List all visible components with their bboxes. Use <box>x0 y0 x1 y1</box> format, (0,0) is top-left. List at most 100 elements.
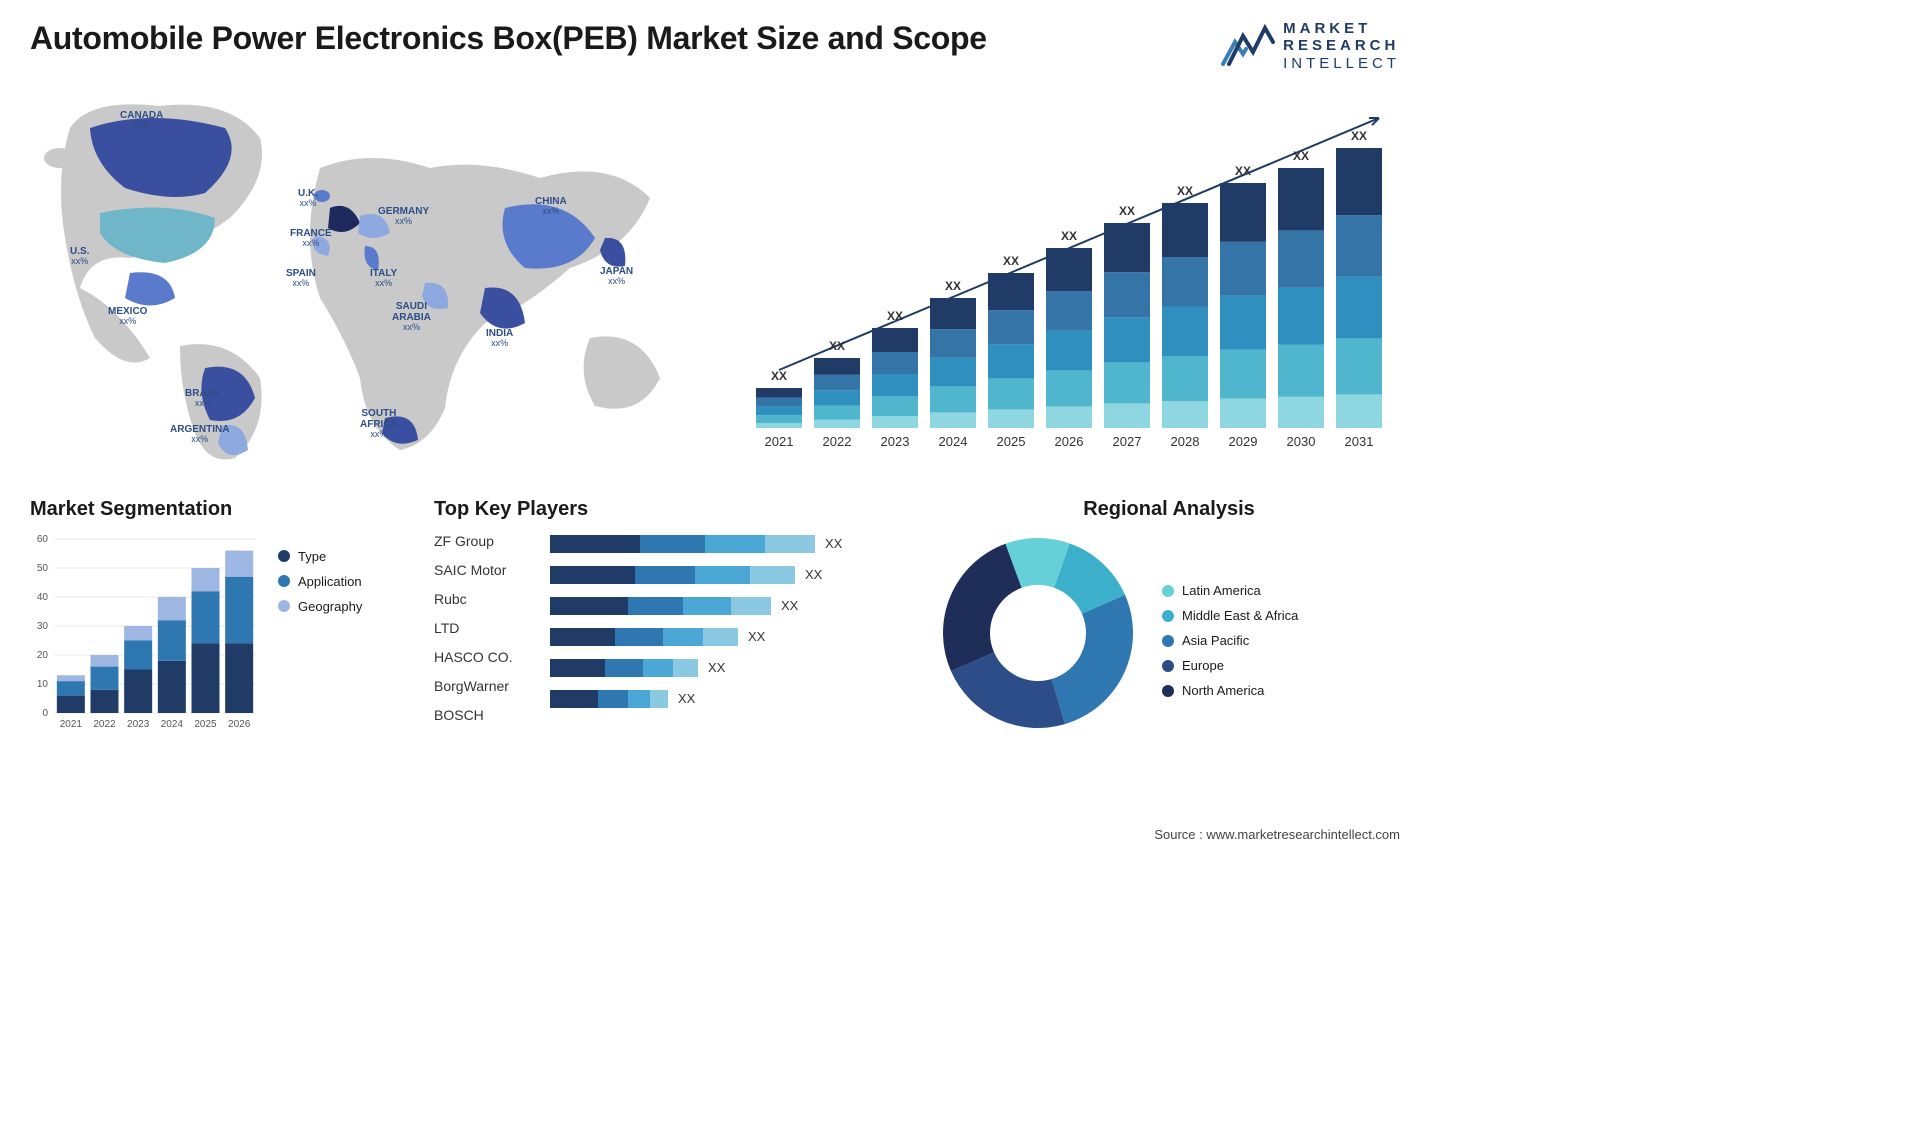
map-label: ARGENTINAxx% <box>170 424 229 445</box>
svg-text:XX: XX <box>945 279 961 293</box>
svg-text:0: 0 <box>42 708 48 719</box>
svg-text:2024: 2024 <box>939 434 968 449</box>
player-bar-row: XX <box>550 535 914 553</box>
svg-text:2023: 2023 <box>127 719 150 730</box>
player-bar-segment <box>643 659 673 677</box>
player-name: BorgWarner <box>434 678 534 694</box>
player-bar-segment <box>550 535 640 553</box>
player-name: Rubc <box>434 591 534 607</box>
legend-swatch <box>1162 635 1174 647</box>
legend-item: Type <box>278 549 362 564</box>
player-bar-value: XX <box>781 598 798 613</box>
player-bar-segment <box>765 535 815 553</box>
player-name: HASCO CO. <box>434 649 534 665</box>
svg-text:10: 10 <box>37 679 49 690</box>
legend-swatch <box>278 550 290 562</box>
map-label: U.K.xx% <box>298 188 318 209</box>
map-label: SAUDIARABIAxx% <box>392 301 431 333</box>
legend-label: Latin America <box>1182 583 1261 598</box>
svg-text:2031: 2031 <box>1345 434 1374 449</box>
player-bar-segment <box>683 597 731 615</box>
player-bar <box>550 628 738 646</box>
svg-text:60: 60 <box>37 534 49 545</box>
player-bar-value: XX <box>805 567 822 582</box>
players-panel: Top Key Players ZF Group SAIC Motor Rubc LT… <box>434 498 914 753</box>
player-bar-segment <box>628 690 650 708</box>
player-bar-segment <box>703 628 738 646</box>
players-title: Top Key Players <box>434 498 914 521</box>
legend-swatch <box>1162 660 1174 672</box>
svg-text:2021: 2021 <box>765 434 794 449</box>
page-title: Automobile Power Electronics Box(PEB) Ma… <box>30 20 987 57</box>
player-bar <box>550 597 771 615</box>
svg-text:2027: 2027 <box>1113 434 1142 449</box>
svg-text:XX: XX <box>1235 164 1251 178</box>
legend-label: Europe <box>1182 658 1224 673</box>
regional-legend: Latin America Middle East & Africa Asia Pa… <box>1162 567 1298 698</box>
segmentation-panel: Market Segmentation 01020304050602021202… <box>30 498 410 753</box>
player-bar-segment <box>650 690 668 708</box>
logo-icon <box>1221 24 1275 68</box>
legend-label: Asia Pacific <box>1182 633 1249 648</box>
map-label: BRAZILxx% <box>185 388 222 409</box>
legend-label: Type <box>298 549 326 564</box>
svg-text:40: 40 <box>37 592 49 603</box>
player-bar-value: XX <box>708 660 725 675</box>
source-attribution: Source : www.marketresearchintellect.com <box>1154 827 1400 842</box>
svg-text:2029: 2029 <box>1229 434 1258 449</box>
map-label: MEXICOxx% <box>108 306 147 327</box>
segmentation-legend: Type Application Geography <box>278 533 362 753</box>
player-name: SAIC Motor <box>434 562 534 578</box>
player-bar-list: XX XX XX XX XX XX <box>550 533 914 723</box>
player-bar-value: XX <box>678 691 695 706</box>
legend-item: Middle East & Africa <box>1162 608 1298 623</box>
world-map: CANADAxx% U.S.xx% MEXICOxx% BRAZILxx% ARGENT… <box>30 88 750 478</box>
growth-chart-svg: XX2021XX2022XX2023XX2024XX2025XX2026XX20… <box>750 108 1390 468</box>
svg-text:2021: 2021 <box>60 719 83 730</box>
player-bar-row: XX <box>550 628 914 646</box>
svg-text:XX: XX <box>887 309 903 323</box>
legend-item: Latin America <box>1162 583 1298 598</box>
player-bar <box>550 535 815 553</box>
svg-text:2024: 2024 <box>161 719 184 730</box>
player-bar-row: XX <box>550 690 914 708</box>
svg-text:50: 50 <box>37 563 49 574</box>
player-bar-segment <box>695 566 750 584</box>
legend-swatch <box>278 575 290 587</box>
legend-item: Asia Pacific <box>1162 633 1298 648</box>
player-name: LTD <box>434 620 534 636</box>
svg-text:2028: 2028 <box>1171 434 1200 449</box>
player-bar-row: XX <box>550 597 914 615</box>
svg-text:XX: XX <box>1177 184 1193 198</box>
logo-line2: RESEARCH <box>1283 37 1400 54</box>
svg-text:XX: XX <box>771 369 787 383</box>
growth-chart: XX2021XX2022XX2023XX2024XX2025XX2026XX20… <box>750 88 1400 478</box>
map-label: INDIAxx% <box>486 328 513 349</box>
svg-text:XX: XX <box>1119 204 1135 218</box>
player-bar-value: XX <box>748 629 765 644</box>
legend-swatch <box>1162 585 1174 597</box>
legend-item: Geography <box>278 599 362 614</box>
map-label: CANADAxx% <box>120 110 163 131</box>
svg-text:XX: XX <box>1293 149 1309 163</box>
svg-text:20: 20 <box>37 650 49 661</box>
player-bar-segment <box>640 535 705 553</box>
map-label: U.S.xx% <box>70 246 89 267</box>
legend-label: Middle East & Africa <box>1182 608 1298 623</box>
svg-text:XX: XX <box>1003 254 1019 268</box>
player-name: BOSCH <box>434 707 534 723</box>
player-bar <box>550 659 698 677</box>
svg-text:2023: 2023 <box>881 434 910 449</box>
player-bar-segment <box>673 659 698 677</box>
regional-donut <box>938 533 1138 733</box>
brand-logo: MARKET RESEARCH INTELLECT <box>1221 20 1400 72</box>
player-bar-segment <box>550 597 628 615</box>
player-bar-segment <box>635 566 695 584</box>
player-bar-row: XX <box>550 566 914 584</box>
legend-item: Application <box>278 574 362 589</box>
svg-text:2022: 2022 <box>93 719 116 730</box>
map-label: CHINAxx% <box>535 196 567 217</box>
logo-line1: MARKET <box>1283 20 1400 37</box>
legend-label: Application <box>298 574 362 589</box>
player-name: ZF Group <box>434 533 534 549</box>
